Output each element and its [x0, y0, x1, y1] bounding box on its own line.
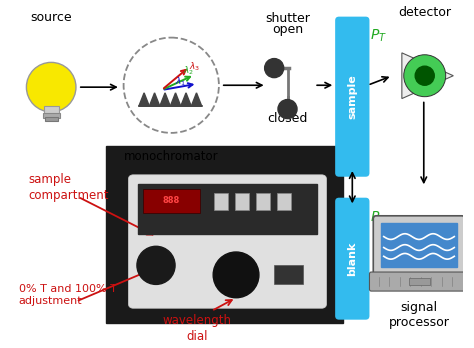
Bar — [107, 146, 343, 324]
Text: wavelength
dial: wavelength dial — [163, 314, 231, 343]
Polygon shape — [181, 93, 191, 106]
Text: $\lambda_3$: $\lambda_3$ — [189, 61, 200, 73]
Polygon shape — [139, 93, 149, 106]
Text: sample: sample — [347, 74, 357, 119]
Bar — [410, 278, 430, 285]
Text: $\lambda_1$: $\lambda_1$ — [174, 76, 186, 88]
Polygon shape — [170, 93, 181, 106]
Text: $P_0$: $P_0$ — [370, 209, 386, 226]
Polygon shape — [191, 93, 202, 106]
FancyBboxPatch shape — [373, 216, 465, 277]
Bar — [44, 106, 59, 114]
Bar — [274, 266, 303, 284]
Text: closed: closed — [267, 112, 308, 125]
Bar — [235, 193, 249, 210]
Bar — [277, 193, 292, 210]
Text: shutter: shutter — [265, 12, 310, 25]
FancyBboxPatch shape — [128, 175, 327, 308]
FancyBboxPatch shape — [335, 198, 369, 320]
Text: blank: blank — [347, 242, 357, 276]
Bar — [45, 117, 58, 120]
Circle shape — [264, 58, 284, 78]
Text: monochromator: monochromator — [124, 150, 219, 163]
Text: source: source — [30, 11, 72, 24]
Text: detector: detector — [398, 6, 451, 19]
Polygon shape — [402, 53, 453, 98]
Bar — [138, 184, 317, 234]
Text: sample
compartment: sample compartment — [28, 173, 109, 202]
Bar — [143, 189, 200, 213]
Text: open: open — [272, 23, 303, 37]
Circle shape — [213, 252, 259, 298]
Circle shape — [404, 55, 446, 97]
Text: signal
processor: signal processor — [389, 301, 449, 329]
FancyBboxPatch shape — [369, 272, 469, 291]
Text: 0% T and 100% T
adjustment: 0% T and 100% T adjustment — [19, 284, 117, 306]
Polygon shape — [160, 93, 170, 106]
Text: 888: 888 — [163, 196, 180, 205]
Circle shape — [137, 246, 175, 284]
Circle shape — [27, 62, 76, 112]
Text: $P_T$: $P_T$ — [370, 28, 387, 45]
Bar — [381, 223, 457, 267]
Bar — [214, 193, 228, 210]
Circle shape — [415, 66, 434, 85]
Bar — [43, 113, 60, 118]
FancyBboxPatch shape — [335, 17, 369, 177]
Polygon shape — [149, 93, 160, 106]
Text: $\lambda_2$: $\lambda_2$ — [183, 65, 194, 77]
Circle shape — [278, 100, 297, 119]
Bar — [256, 193, 270, 210]
